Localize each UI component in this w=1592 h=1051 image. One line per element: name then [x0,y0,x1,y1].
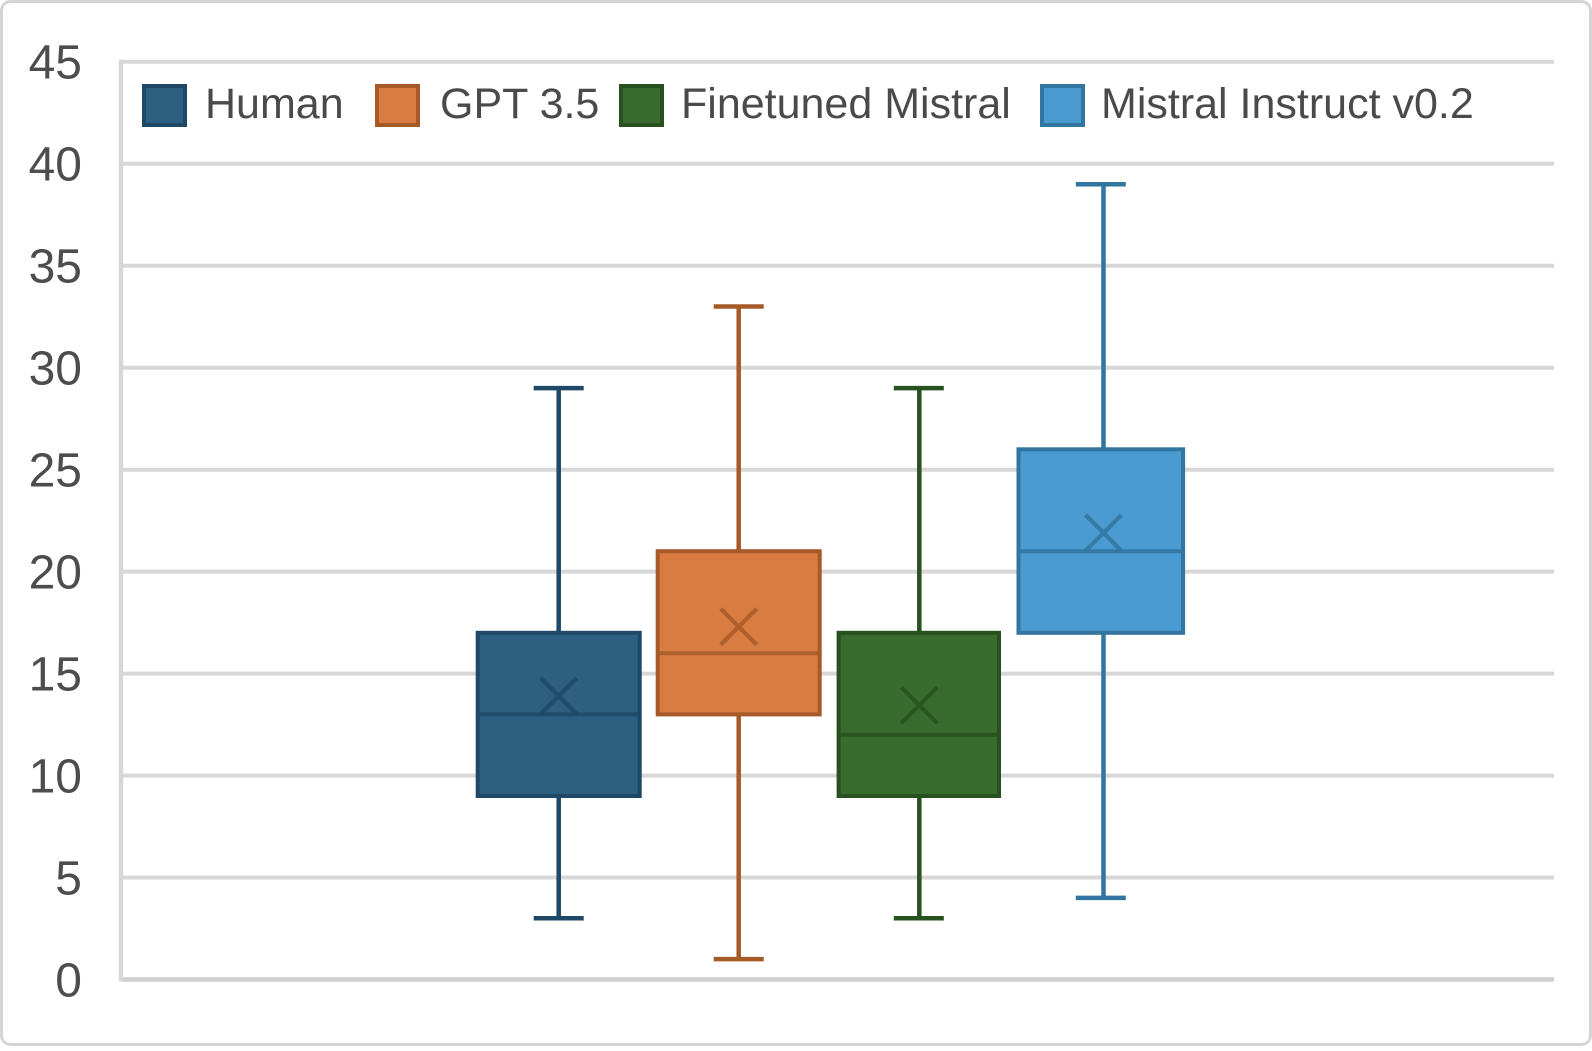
svg-text:45: 45 [29,37,82,90]
svg-text:20: 20 [29,547,82,600]
svg-text:25: 25 [29,445,82,498]
svg-text:Human: Human [205,80,344,128]
svg-text:GPT 3.5: GPT 3.5 [440,80,599,128]
svg-text:Finetuned Mistral: Finetuned Mistral [681,80,1011,128]
svg-text:0: 0 [55,954,82,1007]
svg-text:35: 35 [29,241,82,294]
svg-text:30: 30 [29,343,82,396]
svg-text:10: 10 [29,751,82,804]
svg-text:5: 5 [55,852,82,905]
svg-text:15: 15 [29,649,82,702]
svg-text:40: 40 [29,139,82,192]
svg-text:Mistral Instruct v0.2: Mistral Instruct v0.2 [1101,80,1474,128]
